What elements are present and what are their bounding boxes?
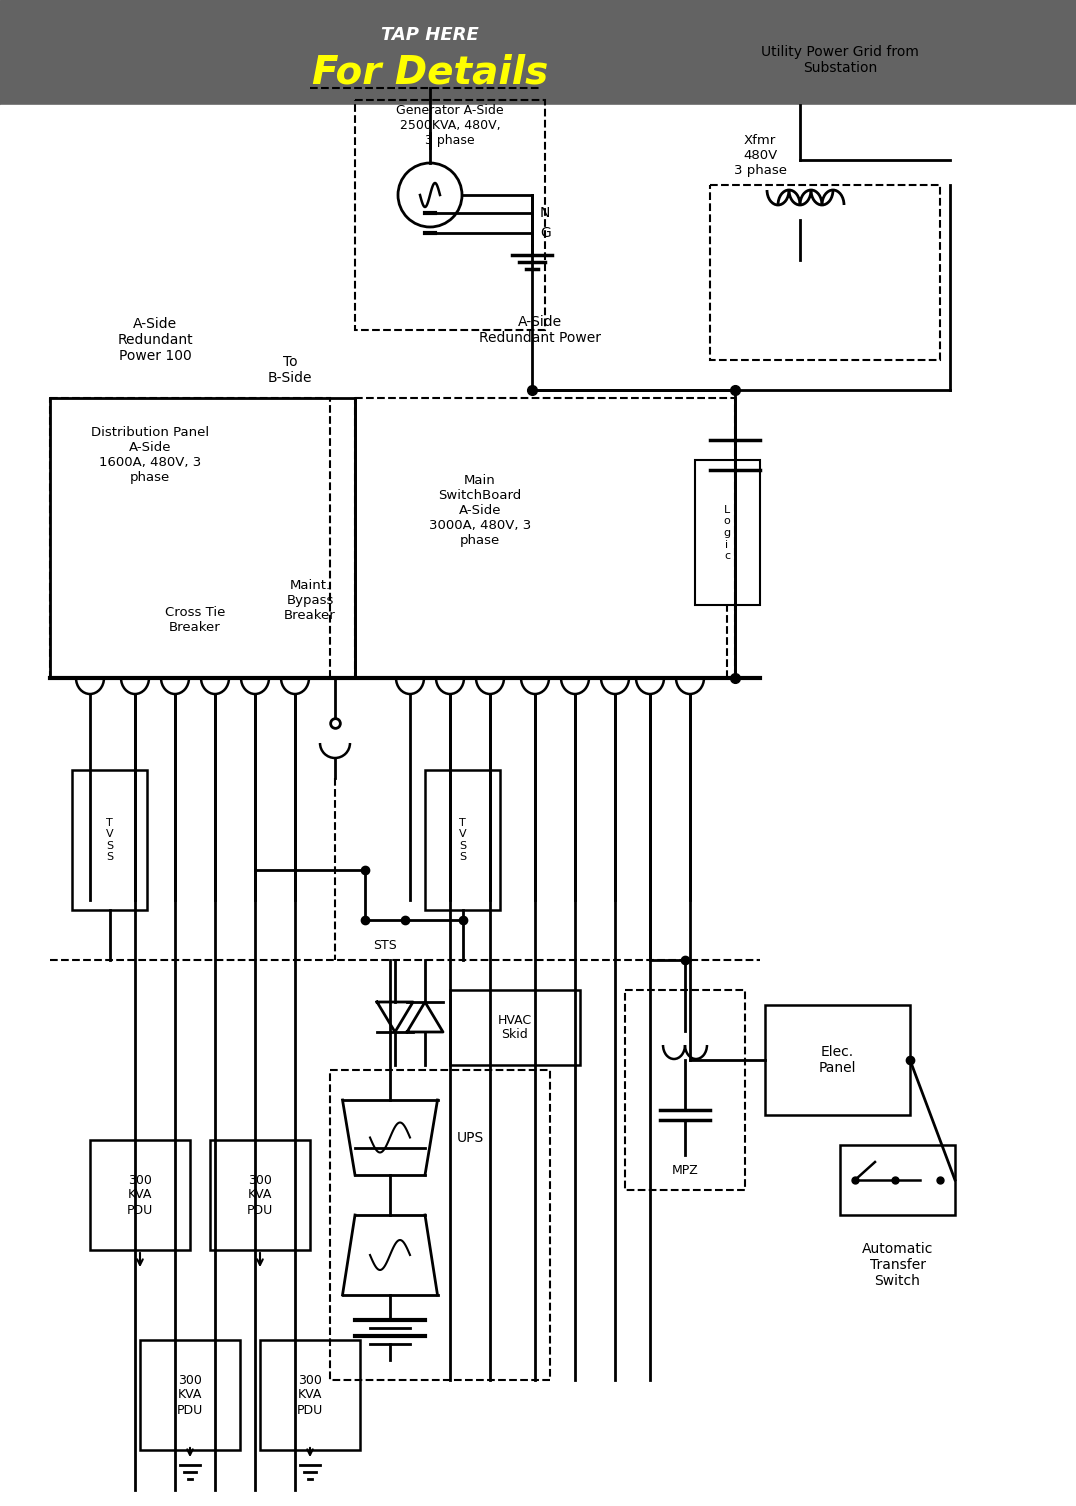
Text: 300
KVA
PDU: 300 KVA PDU (246, 1173, 273, 1217)
Text: MPZ: MPZ (671, 1164, 698, 1176)
Text: L
o
g
i
c: L o g i c (723, 505, 731, 562)
Text: Generator A-Side
2500KVA, 480V,
3 phase: Generator A-Side 2500KVA, 480V, 3 phase (396, 104, 504, 146)
Text: TAP HERE: TAP HERE (381, 26, 479, 44)
Text: 300
KVA
PDU: 300 KVA PDU (127, 1173, 153, 1217)
Text: Cross Tie
Breaker: Cross Tie Breaker (165, 605, 225, 634)
Text: 300
KVA
PDU: 300 KVA PDU (297, 1373, 323, 1417)
Text: T
V
S
S: T V S S (105, 818, 113, 863)
Text: Main
SwitchBoard
A-Side
3000A, 480V, 3
phase: Main SwitchBoard A-Side 3000A, 480V, 3 p… (429, 473, 532, 547)
Text: To
B-Side: To B-Side (268, 355, 312, 386)
Text: A-Side
Redundant
Power 100: A-Side Redundant Power 100 (117, 316, 193, 363)
Text: Utility Power Grid from
Substation: Utility Power Grid from Substation (761, 45, 919, 75)
Text: UPS: UPS (456, 1131, 483, 1145)
Text: Xfmr
480V
3 phase: Xfmr 480V 3 phase (734, 134, 787, 176)
Text: A-Side
Redundant Power: A-Side Redundant Power (479, 315, 601, 345)
Text: G: G (540, 226, 551, 239)
Text: Distribution Panel
A-Side
1600A, 480V, 3
phase: Distribution Panel A-Side 1600A, 480V, 3… (91, 426, 209, 483)
Text: N: N (540, 206, 551, 220)
Text: T
V
S
S: T V S S (458, 818, 466, 863)
Text: Elec.
Panel: Elec. Panel (819, 1045, 856, 1075)
Text: For Details: For Details (312, 53, 548, 90)
Text: STS: STS (373, 938, 397, 952)
Text: 300
KVA
PDU: 300 KVA PDU (176, 1373, 203, 1417)
Text: Automatic
Transfer
Switch: Automatic Transfer Switch (862, 1242, 933, 1288)
Bar (0, 0, 1076, 105)
Text: Maint.
Bypass
Breaker: Maint. Bypass Breaker (284, 578, 336, 622)
Text: HVAC
Skid: HVAC Skid (498, 1014, 532, 1042)
